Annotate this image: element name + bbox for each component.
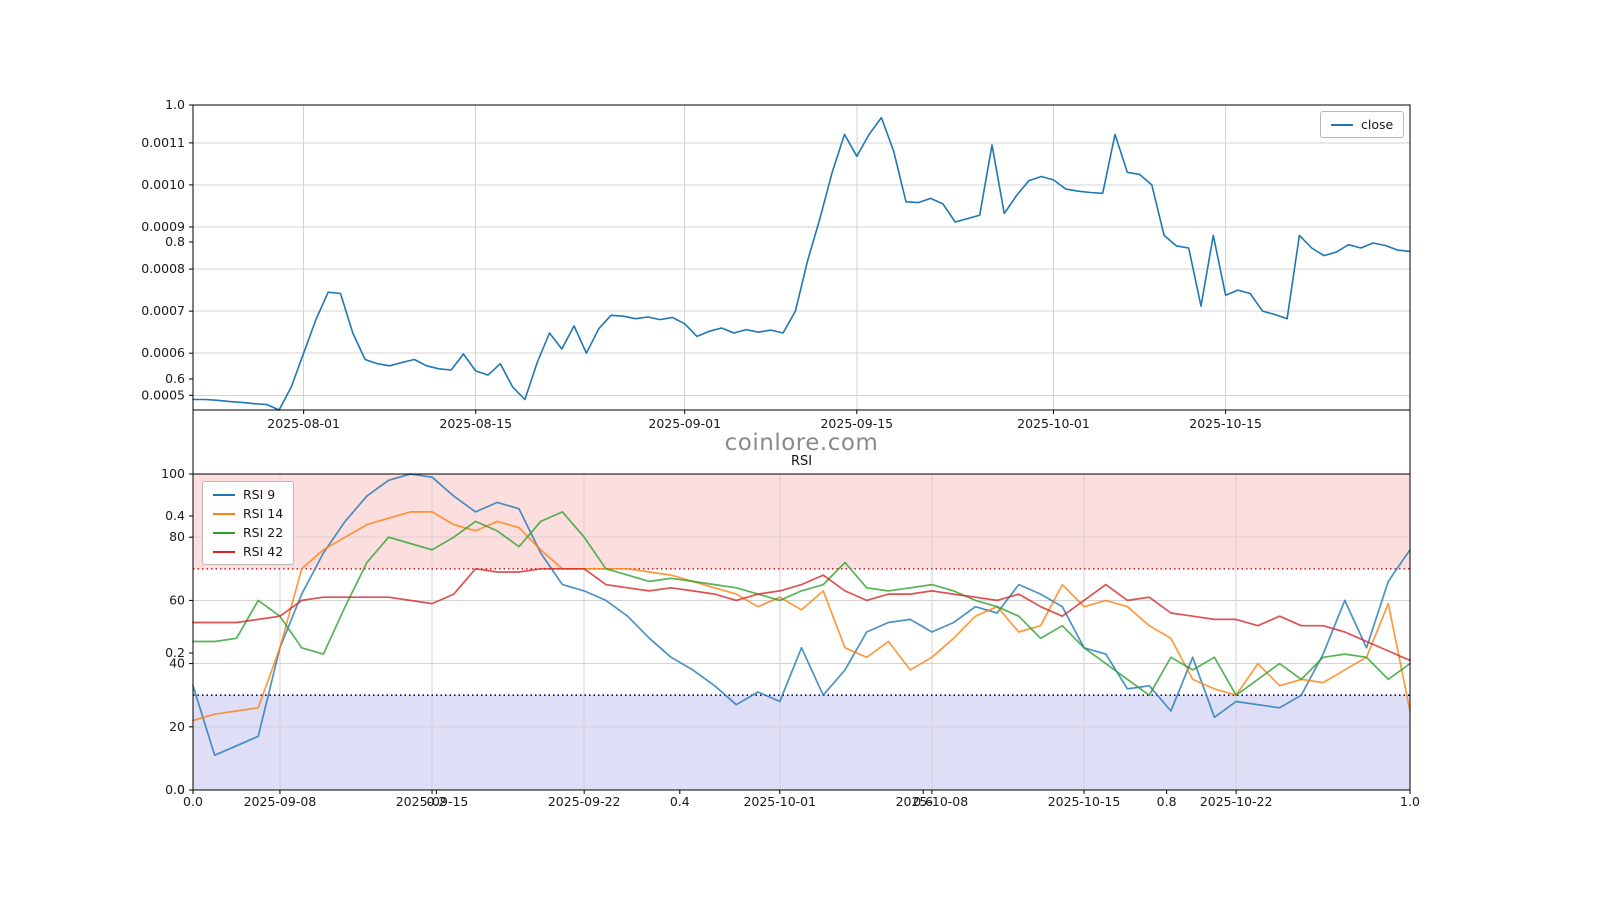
svg-text:80: 80 (169, 529, 185, 544)
svg-text:0.2: 0.2 (165, 645, 185, 660)
svg-text:2025-09-22: 2025-09-22 (548, 794, 621, 809)
legend-entry-rsi22: RSI 22 (207, 523, 289, 542)
svg-text:0.0009: 0.0009 (141, 219, 185, 234)
rsi14-line-swatch (213, 512, 235, 515)
svg-text:2025-09-15: 2025-09-15 (396, 794, 469, 809)
legend-entry-rsi9: RSI 9 (207, 485, 289, 504)
svg-text:0.0: 0.0 (183, 794, 203, 809)
svg-text:60: 60 (169, 592, 185, 607)
rsi9-legend-label: RSI 9 (243, 487, 276, 502)
svg-text:2025-08-15: 2025-08-15 (439, 416, 512, 431)
svg-text:2025-10-15: 2025-10-15 (1048, 794, 1121, 809)
watermark: coinlore.com (724, 430, 879, 456)
svg-text:2025-09-01: 2025-09-01 (648, 416, 721, 431)
svg-text:2025-10-22: 2025-10-22 (1200, 794, 1273, 809)
svg-text:0.8: 0.8 (165, 234, 185, 249)
rsi-legend: RSI 9 RSI 14 RSI 22 RSI 42 (202, 481, 295, 565)
svg-text:2025-10-08: 2025-10-08 (896, 794, 969, 809)
legend-entry-close: close (1325, 115, 1399, 134)
svg-text:2025-10-01: 2025-10-01 (1017, 416, 1090, 431)
svg-text:0.0005: 0.0005 (141, 387, 185, 402)
legend-entry-rsi14: RSI 14 (207, 504, 289, 523)
rsi42-legend-label: RSI 42 (243, 544, 284, 559)
svg-text:0.0011: 0.0011 (141, 135, 185, 150)
rsi14-legend-label: RSI 14 (243, 506, 284, 521)
svg-text:2025-10-15: 2025-10-15 (1189, 416, 1262, 431)
legend-entry-rsi42: RSI 42 (207, 542, 289, 561)
svg-text:0.0: 0.0 (165, 782, 185, 797)
svg-text:0.0010: 0.0010 (141, 177, 185, 192)
svg-text:0.2: 0.2 (426, 794, 446, 809)
svg-text:0.8: 0.8 (1157, 794, 1177, 809)
svg-text:40: 40 (169, 656, 185, 671)
rsi9-line-swatch (213, 493, 235, 496)
close-line-swatch (1331, 123, 1353, 126)
svg-text:100: 100 (161, 466, 185, 481)
rsi22-legend-label: RSI 22 (243, 525, 284, 540)
svg-text:0.4: 0.4 (670, 794, 690, 809)
rsi-panel-title: RSI (790, 454, 813, 469)
svg-text:0.6: 0.6 (913, 794, 933, 809)
svg-text:2025-09-08: 2025-09-08 (244, 794, 317, 809)
svg-text:1.0: 1.0 (1400, 794, 1420, 809)
svg-text:1.0: 1.0 (165, 97, 185, 112)
rsi42-line-swatch (213, 550, 235, 553)
close-legend-label: close (1361, 117, 1394, 132)
svg-text:0.0008: 0.0008 (141, 261, 185, 276)
svg-text:20: 20 (169, 719, 185, 734)
price-legend: close (1320, 111, 1405, 138)
rsi22-line-swatch (213, 531, 235, 534)
svg-text:0.6: 0.6 (165, 371, 185, 386)
svg-text:0: 0 (177, 782, 185, 797)
svg-text:0.0006: 0.0006 (141, 345, 185, 360)
svg-text:0.0007: 0.0007 (141, 303, 185, 318)
svg-text:0.4: 0.4 (165, 508, 185, 523)
svg-text:2025-08-01: 2025-08-01 (267, 416, 340, 431)
svg-text:2025-10-01: 2025-10-01 (743, 794, 816, 809)
svg-text:2025-09-15: 2025-09-15 (820, 416, 893, 431)
